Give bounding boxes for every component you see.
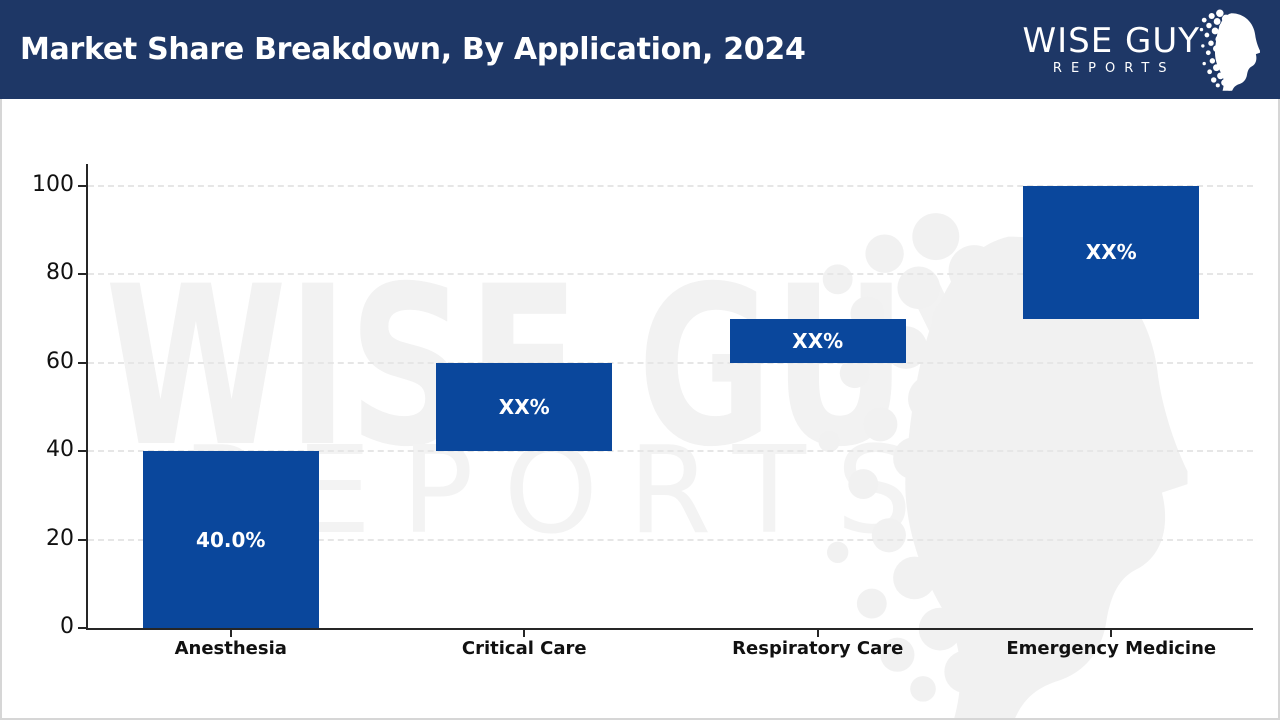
bar-value-label: XX% [792, 328, 844, 353]
y-axis [86, 164, 88, 630]
brand-logo-text: WISE GUY REPORTS [1022, 24, 1200, 75]
y-axis-tick-mark [78, 361, 86, 364]
brand-logo: WISE GUY REPORTS [1022, 9, 1262, 91]
y-axis-tick-label: 20 [46, 525, 74, 551]
y-axis-tick-label: 60 [46, 348, 74, 374]
y-axis-tick-mark [78, 185, 86, 187]
x-axis-category-label: Critical Care [461, 638, 587, 659]
gridline [88, 538, 1253, 541]
y-axis-tick-label: 80 [46, 260, 74, 286]
page-title: Market Share Breakdown, By Application, … [20, 32, 806, 67]
x-axis [86, 628, 1253, 630]
header-banner: Market Share Breakdown, By Application, … [0, 0, 1280, 99]
gridline [88, 361, 1253, 364]
y-axis-tick-mark [78, 627, 86, 629]
page-border-right [1278, 99, 1280, 720]
y-axis-tick-label: 0 [60, 614, 74, 639]
x-axis-category-label: Respiratory Care [732, 638, 904, 659]
gridline [88, 185, 1253, 187]
bar: XX% [729, 318, 906, 363]
chart-plot: WISE GUY REPORTS 0 20 40 60 80 100 40.0% Anesth… [0, 99, 1280, 720]
brand-subname: REPORTS [1052, 61, 1176, 76]
bar: XX% [1023, 186, 1200, 319]
bar: 40.0% [142, 451, 319, 628]
x-axis-tick-mark [523, 630, 526, 637]
gridline [88, 450, 1253, 453]
y-axis-tick-label: 40 [46, 437, 74, 463]
x-axis-tick-mark [229, 630, 232, 637]
brand-name: WISE GUY [1022, 21, 1200, 61]
x-axis-tick-mark [1110, 630, 1113, 637]
x-axis-tick-mark [816, 630, 819, 637]
x-axis-category-label: Emergency Medicine [1006, 638, 1217, 659]
y-axis-tick-mark [78, 538, 86, 541]
y-axis-tick-mark [78, 450, 86, 453]
y-axis-tick-mark [78, 273, 86, 276]
x-axis-category-label: Anesthesia [174, 638, 287, 659]
y-axis-tick-label: 100 [32, 172, 74, 197]
gridline [88, 273, 1253, 276]
bar-value-label: 40.0% [196, 527, 266, 552]
bar: XX% [436, 362, 613, 452]
page-border-bottom [0, 718, 1280, 720]
page-border-left [0, 99, 2, 720]
dotted-face-icon [1199, 9, 1260, 91]
bar-value-label: XX% [498, 394, 550, 419]
bar-value-label: XX% [1085, 240, 1137, 265]
